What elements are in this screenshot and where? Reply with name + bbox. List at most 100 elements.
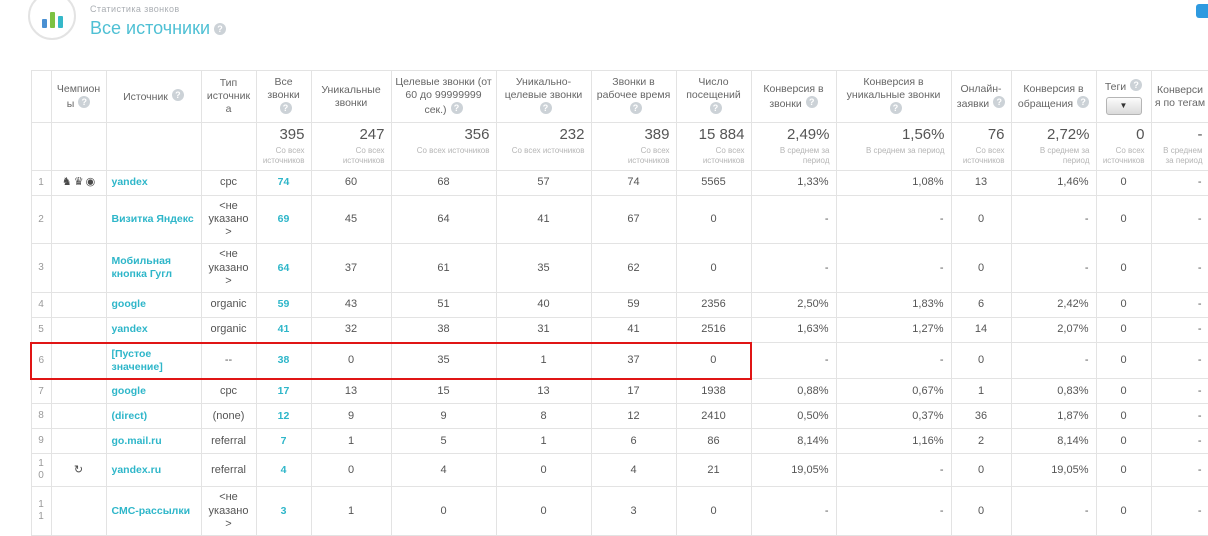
cell-conv_unique_calls: - [835, 341, 952, 380]
source-link[interactable]: yandex.ru [111, 463, 162, 476]
help-icon[interactable]: ? [279, 102, 292, 115]
help-icon[interactable]: ? [78, 95, 91, 108]
cell-online_leads: 0 [950, 194, 1012, 245]
cell-conv_unique_calls: - [835, 453, 952, 488]
cell-unique_target_calls: 0 [495, 453, 592, 488]
cell-unique_calls: 0 [310, 453, 392, 488]
all-calls-link[interactable]: 12 [277, 409, 290, 422]
all-calls-link[interactable]: 64 [277, 261, 290, 274]
cell-conv_leads: 2,42% [1010, 292, 1097, 318]
all-calls-link[interactable]: 4 [280, 463, 287, 476]
repeat-icon: ↻ [73, 463, 84, 476]
column-header-online_leads: Онлайн-заявки? [950, 69, 1012, 124]
cell-tags: 0 [1095, 428, 1152, 455]
summary-working_hours_calls: 389 Со всех источников [590, 122, 677, 171]
cell-tags: 0 [1095, 378, 1152, 405]
summary-online_leads: 76 Со всех источников [950, 122, 1012, 171]
cell-champions [50, 378, 107, 405]
summary-value: 389 [644, 126, 670, 144]
source-link[interactable]: [Пустое значение] [111, 347, 163, 373]
cell-conv_leads: 1,87% [1010, 403, 1097, 430]
summary-caption: В среднем за период [1163, 145, 1203, 165]
cell-source_type: (none) [200, 403, 257, 430]
cell-unique_calls: 32 [310, 317, 392, 343]
help-icon[interactable]: ? [993, 95, 1006, 108]
source-link[interactable]: google [111, 385, 146, 398]
cell-champions [50, 428, 107, 455]
table-row: 2 Визитка Яндекс <не указано> 69 45 64 41 67 0- -… [30, 194, 1208, 245]
cell-source_type: cpc [200, 169, 257, 196]
all-calls-link[interactable]: 3 [280, 504, 287, 517]
all-calls-link[interactable]: 41 [277, 323, 290, 336]
cell-conv_tags: - [1150, 169, 1208, 196]
help-icon[interactable]: ? [1130, 78, 1143, 91]
cell-visits: 1938 [675, 378, 752, 405]
column-label: Онлайн-заявки [956, 82, 1002, 110]
cell-source: yandex [105, 317, 202, 343]
source-link[interactable]: yandex [111, 323, 148, 336]
cell-conv_leads: 2,07% [1010, 317, 1097, 343]
cell-tags: 0 [1095, 243, 1152, 293]
cell-champions [50, 486, 107, 536]
source-link[interactable]: Мобильная кнопка Гугл [111, 255, 173, 281]
column-label: Звонки в рабочее время [596, 76, 671, 102]
source-link[interactable]: google [111, 298, 146, 311]
summary-visits: 15 884 Со всех источников [675, 122, 752, 171]
all-calls-link[interactable]: 17 [277, 385, 290, 398]
all-calls-link[interactable]: 7 [280, 434, 287, 447]
column-label: Чемпионы [56, 82, 101, 110]
cell-unique_target_calls: 31 [495, 317, 592, 343]
logo-bar-blue [41, 19, 47, 28]
cell-conv_unique_calls: - [835, 486, 952, 536]
cell-working_hours_calls: 67 [590, 194, 677, 245]
cell-target_calls: 64 [390, 194, 497, 245]
source-link[interactable]: (direct) [111, 409, 148, 422]
cell-unique_calls: 60 [310, 169, 392, 196]
help-icon[interactable]: ? [450, 102, 463, 115]
cell-unique_calls: 0 [310, 341, 392, 380]
cell-source: go.mail.ru [105, 428, 202, 455]
cell-conv_tags: - [1150, 341, 1208, 380]
table-row: 1 ♞ ♛ ◉ yandex cpc 74 60 68 57 74 5565 1,33% 1,08% 13 1… [30, 169, 1208, 196]
caret-down-icon[interactable]: ▼ [1105, 96, 1142, 115]
sources-table: Чемпионы? Источник? Тип источника Все звонк… [30, 69, 1208, 536]
table-row: 4 google organic 59 43 51 40 59 2356 2,50% 1,83% 6 2… [30, 292, 1208, 318]
column-label: Число посещений [686, 76, 741, 102]
help-icon[interactable]: ? [709, 102, 722, 115]
source-link[interactable]: СМС-рассылки [111, 504, 191, 517]
apps-icon[interactable] [1196, 4, 1208, 18]
all-calls-link[interactable]: 69 [277, 213, 290, 226]
cell-source_type: <не указано> [200, 243, 257, 293]
help-icon[interactable]: ? [889, 102, 902, 115]
column-header-conv_leads: Конверсия в обращения? [1010, 69, 1097, 124]
summary-num [30, 122, 52, 171]
help-icon[interactable]: ? [805, 95, 818, 108]
cell-all_calls: 7 [255, 428, 312, 455]
all-calls-link[interactable]: 74 [277, 176, 290, 189]
all-calls-link[interactable]: 59 [277, 298, 290, 311]
cell-conv_leads: - [1010, 486, 1097, 536]
cell-target_calls: 0 [390, 486, 497, 536]
source-link[interactable]: go.mail.ru [111, 434, 162, 447]
all-calls-link[interactable]: 38 [277, 354, 290, 367]
cell-conv_unique_calls: - [835, 243, 952, 293]
cell-champions: ♞ ♛ ◉ [50, 169, 107, 196]
cell-visits: 0 [675, 243, 752, 293]
trophy-icon: ♛ [73, 176, 84, 189]
column-header-all_calls: Все звонки? [255, 69, 312, 124]
summary-value: 247 [359, 126, 385, 144]
source-link[interactable]: yandex [111, 176, 148, 189]
help-icon[interactable]: ? [1077, 95, 1090, 108]
column-header-tags: Теги? ▼ [1095, 69, 1152, 124]
summary-caption: Со всех источников [702, 145, 745, 165]
sources-table-container: Чемпионы? Источник? Тип источника Все звонк… [30, 69, 1208, 536]
summary-caption: Со всех источников [342, 145, 385, 165]
source-link[interactable]: Визитка Яндекс [111, 213, 194, 226]
help-icon[interactable]: ? [171, 89, 184, 102]
help-icon[interactable]: ? [214, 23, 227, 35]
help-icon[interactable]: ? [629, 102, 642, 115]
bar-chart-logo-icon [28, 0, 76, 40]
help-icon[interactable]: ? [539, 102, 552, 115]
cell-unique_target_calls: 1 [495, 341, 592, 380]
